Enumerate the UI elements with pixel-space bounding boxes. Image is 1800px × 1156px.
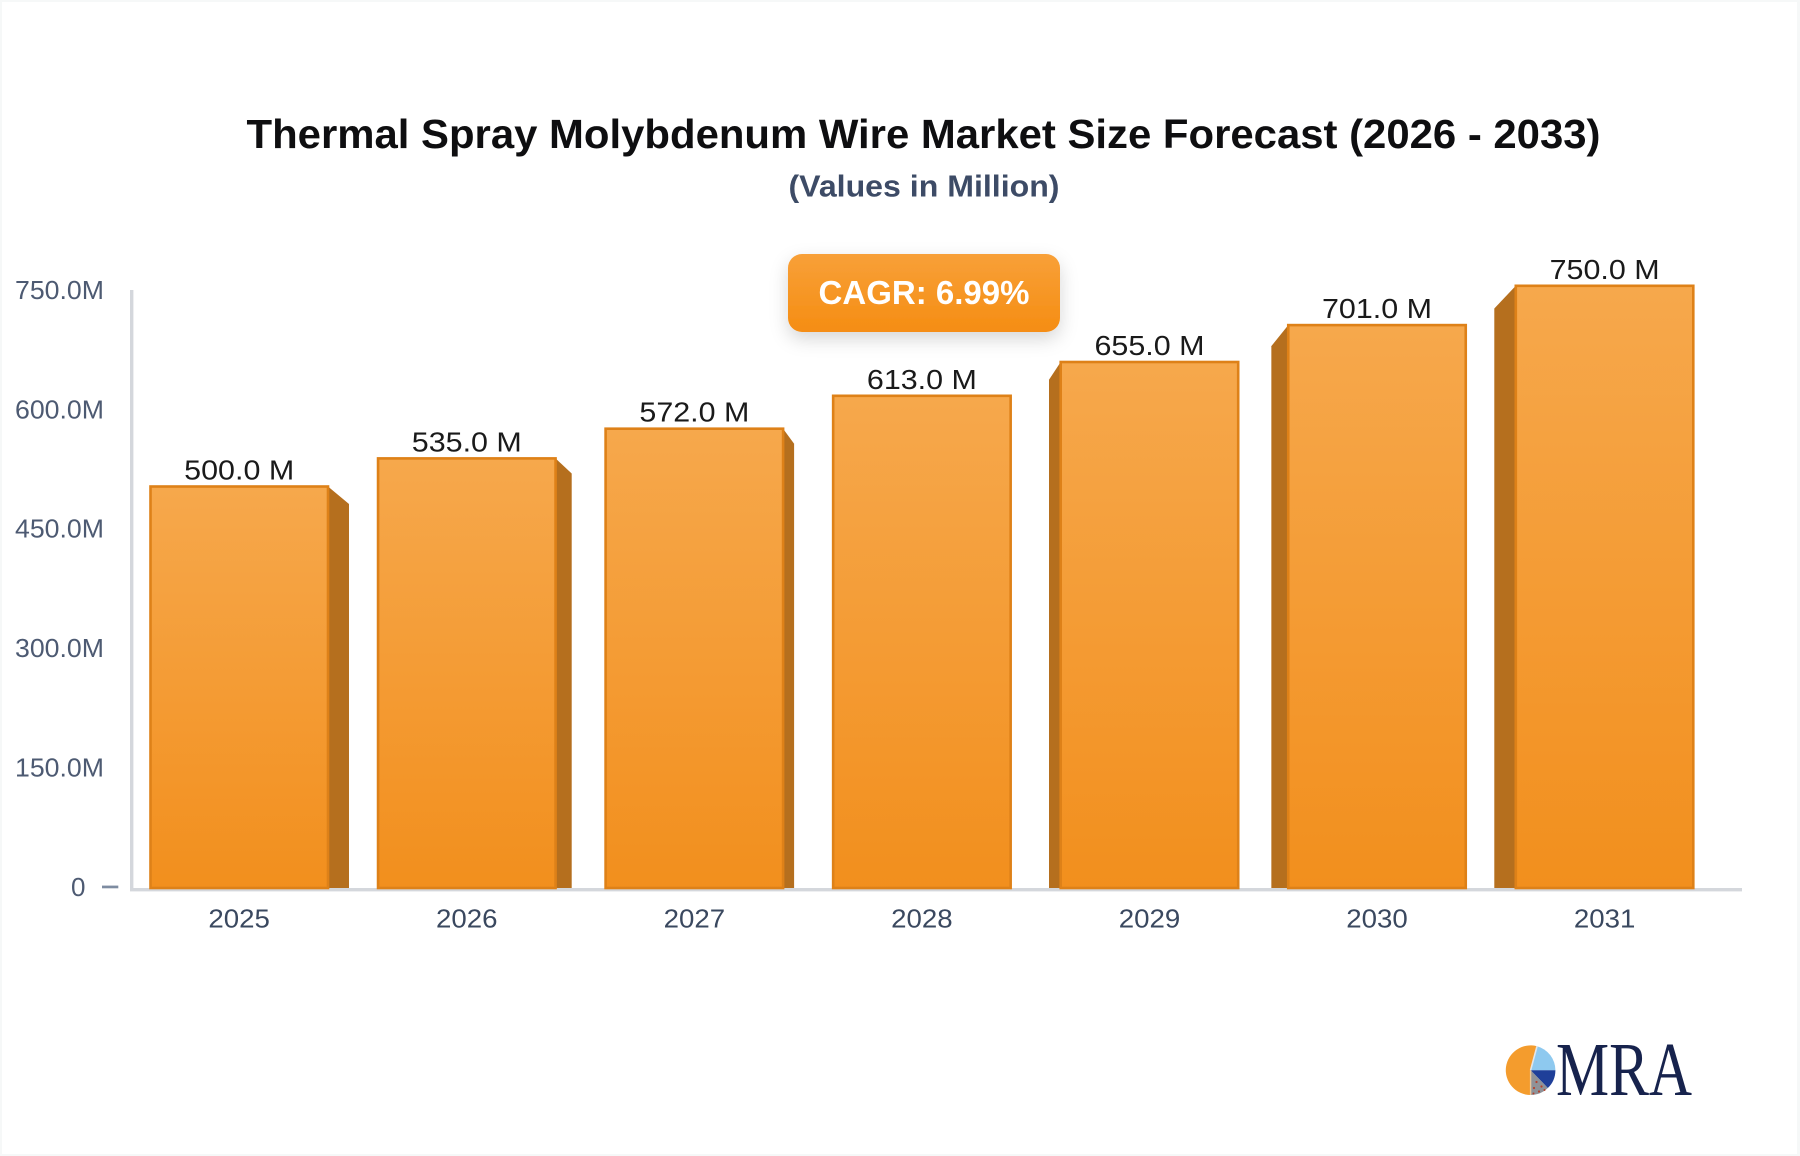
svg-text:750.0M: 750.0M — [15, 275, 104, 305]
svg-text:2029: 2029 — [1119, 904, 1181, 934]
svg-text:MRA: MRA — [1556, 1028, 1692, 1112]
svg-text:2026: 2026 — [436, 904, 498, 934]
svg-text:(Values in Million): (Values in Million) — [789, 169, 1060, 204]
svg-text:Thermal Spray Molybdenum Wire: Thermal Spray Molybdenum Wire Market Siz… — [247, 111, 1601, 157]
svg-text:2025: 2025 — [208, 904, 270, 934]
svg-text:2028: 2028 — [891, 904, 953, 934]
svg-text:2031: 2031 — [1574, 904, 1636, 934]
svg-text:2027: 2027 — [664, 904, 726, 934]
svg-text:500.0 M: 500.0 M — [184, 455, 294, 486]
svg-text:150.0M: 150.0M — [15, 752, 104, 782]
svg-text:750.0 M: 750.0 M — [1550, 254, 1660, 285]
svg-text:613.0 M: 613.0 M — [867, 364, 977, 395]
svg-text:600.0M: 600.0M — [15, 394, 104, 424]
svg-text:0: 0 — [71, 872, 85, 902]
svg-text:450.0M: 450.0M — [15, 514, 104, 544]
svg-text:655.0 M: 655.0 M — [1095, 330, 1205, 361]
svg-text:701.0 M: 701.0 M — [1322, 293, 1432, 324]
svg-text:535.0 M: 535.0 M — [412, 426, 522, 457]
svg-text:2030: 2030 — [1346, 904, 1408, 934]
svg-text:300.0M: 300.0M — [15, 633, 104, 663]
svg-text:CAGR: 6.99%: CAGR: 6.99% — [819, 274, 1030, 311]
svg-text:572.0 M: 572.0 M — [639, 397, 749, 428]
